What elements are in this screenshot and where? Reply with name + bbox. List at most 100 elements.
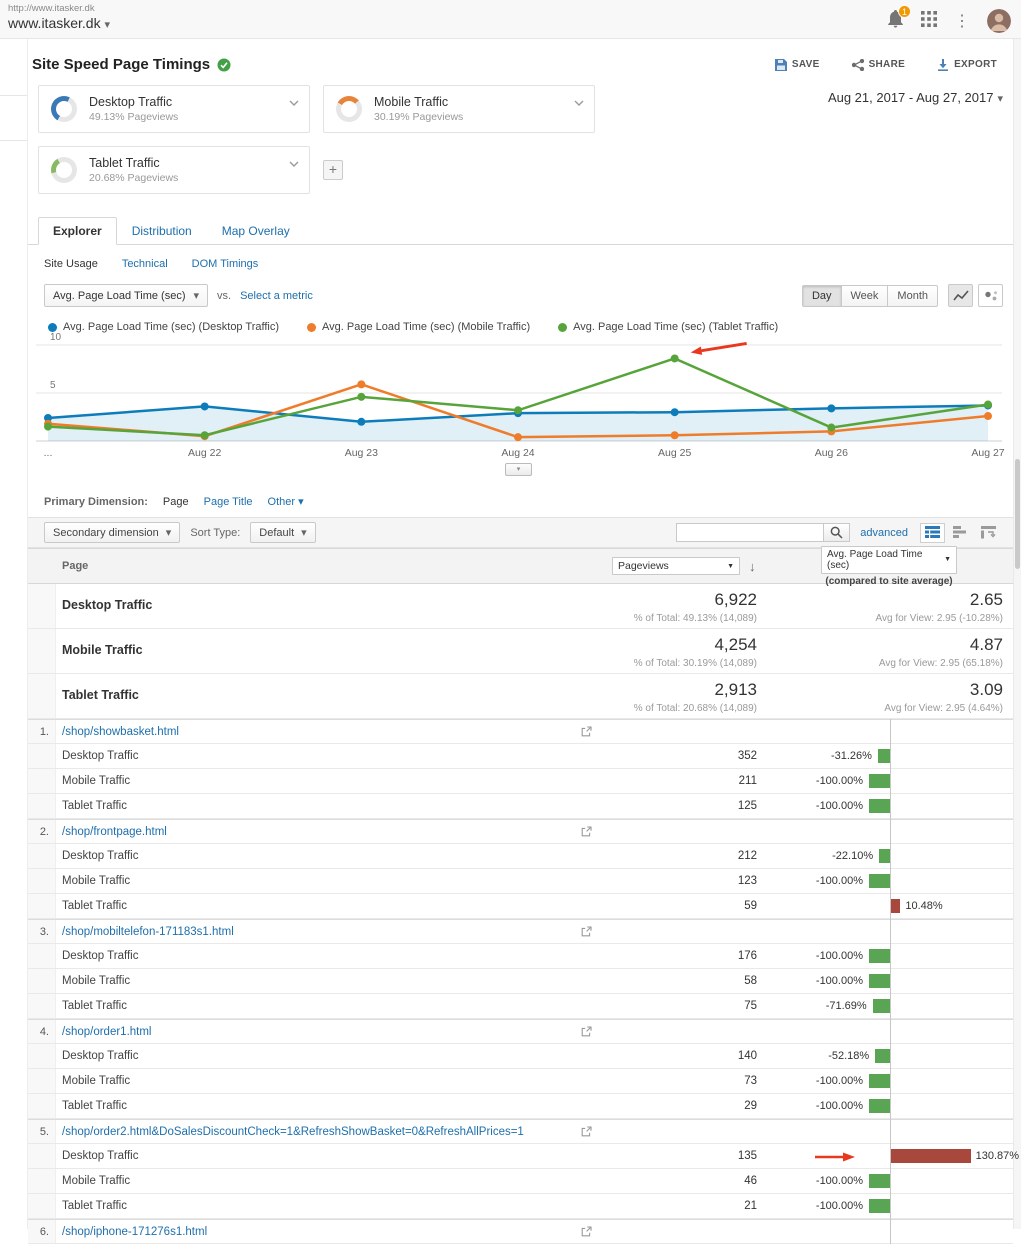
metric-percent: -100.00% [815,950,863,962]
export-button[interactable]: EXPORT [931,58,1003,72]
notifications-button[interactable]: 1 [887,5,911,31]
comparison-view-button[interactable] [948,523,973,543]
metric-note: Avg for View: 2.95 (-10.28%) [875,613,1003,624]
page-row: 5. /shop/order2.html&DoSalesDiscountChec… [28,1119,1013,1144]
pageviews-column-selector[interactable]: Pageviews ▼ [612,557,740,575]
chevron-down-icon[interactable] [574,95,584,109]
subtab-site-usage[interactable]: Site Usage [44,258,98,270]
avatar-image [987,8,1011,33]
motion-chart-toggle-button[interactable] [978,284,1003,307]
page-url-link[interactable]: /shop/order1.html [62,1025,152,1038]
metric-percent: -100.00% [815,800,863,812]
segment-card-mobile[interactable]: Mobile Traffic 30.19% Pageviews [323,85,595,133]
save-button[interactable]: SAVE [769,58,826,72]
open-in-new-icon[interactable] [581,1026,592,1037]
segment-row: Mobile Traffic 123 -100.00% [28,868,1013,894]
granularity-month-button[interactable]: Month [888,284,938,307]
tab-map-overlay[interactable]: Map Overlay [221,224,290,238]
page-url-link[interactable]: /shop/mobiltelefon-171183s1.html [62,925,234,938]
metric-dropdown[interactable]: Avg. Page Load Time (sec) ▾ [44,284,209,307]
select-metric-link[interactable]: Select a metric [240,289,313,302]
property-url: http://www.itasker.dk [8,3,95,14]
segment-subtitle: 49.13% Pageviews [89,111,179,123]
sort-type-button[interactable]: Default ▾ [250,522,316,543]
avatar[interactable] [987,8,1011,33]
metric-note: Avg for View: 2.95 (4.64%) [884,703,1003,714]
add-segment-button[interactable]: + [323,160,343,180]
tab-distribution[interactable]: Distribution [131,224,192,238]
topbar: http://www.itasker.dk www.itasker.dk ▾ 1… [0,0,1021,39]
page-url-link[interactable]: /shop/iphone-171276s1.html [62,1225,208,1238]
subtab-dom-timings[interactable]: DOM Timings [191,258,259,270]
open-in-new-icon[interactable] [581,826,592,837]
apps-grid-button[interactable] [921,11,937,30]
bar-axis [890,919,891,944]
advanced-search-link[interactable]: advanced [860,526,908,539]
share-button[interactable]: SHARE [846,58,912,72]
page-url-link[interactable]: /shop/showbasket.html [62,725,179,738]
sort-type-label: Sort Type: [190,526,241,539]
dimension-other[interactable]: Other ▾ [267,496,304,508]
open-in-new-icon[interactable] [581,926,592,937]
segment-card-desktop[interactable]: Desktop Traffic 49.13% Pageviews [38,85,310,133]
pageviews-value: 2,913 [714,680,757,699]
scrollbar-thumb[interactable] [1015,459,1020,569]
segment-label: Tablet Traffic [62,1200,127,1212]
chevron-down-icon[interactable] [289,156,299,170]
secondary-dimension-button[interactable]: Secondary dimension ▾ [44,522,181,543]
y-axis-label: 10 [50,332,62,343]
metric-percent: -71.69% [825,1000,867,1012]
row-index: 1. [39,726,49,738]
line-chart-icon [952,289,969,300]
sort-direction-icon[interactable]: ↓ [749,558,756,574]
summary-row-tablet[interactable]: Tablet Traffic 2,913 % of Total: 20.68% (… [28,674,1013,719]
page-scrollbar[interactable] [1013,39,1021,1229]
search-button[interactable] [824,523,851,542]
segment-label: Tablet Traffic [62,900,127,912]
legend-item-mobile: Avg. Page Load Time (sec) (Mobile Traffi… [307,321,530,333]
bar-axis [890,743,891,769]
open-in-new-icon[interactable] [581,726,592,737]
metric-percent: -100.00% [815,1075,863,1087]
report-header: Site Speed Page Timings SAVE SHARE EXPOR… [28,39,1013,85]
dimension-page[interactable]: Page [162,495,189,508]
table-view-button[interactable] [920,522,945,543]
metric-column-selector[interactable]: Avg. Page Load Time (sec) ▼ [821,545,957,574]
subtab-technical[interactable]: Technical [121,258,168,270]
timeline-handle[interactable]: ▾ [505,463,532,476]
segment-label: Desktop Traffic [62,950,139,962]
granularity-day-button[interactable]: Day [801,284,842,307]
summary-row-desktop[interactable]: Desktop Traffic 6,922 % of Total: 49.13% … [28,584,1013,629]
metric-bar [891,1149,971,1163]
metric-bar [869,799,890,813]
pageviews-value: 352 [737,750,757,762]
page-url-link[interactable]: /shop/frontpage.html [62,825,167,838]
bar-axis [890,843,891,869]
summary-row-mobile[interactable]: Mobile Traffic 4,254 % of Total: 30.19% (… [28,629,1013,674]
notification-badge: 1 [898,5,911,18]
tab-explorer[interactable]: Explorer [38,217,117,245]
more-options-button[interactable]: ⋮ [954,11,970,31]
search-input[interactable] [676,523,825,542]
metric-dropdown-label: Avg. Page Load Time (sec) [53,289,186,302]
segment-card-tablet[interactable]: Tablet Traffic 20.68% Pageviews [38,146,310,194]
metric-bar-cell: -100.00% [765,943,1013,969]
chart-canvas [36,341,1002,442]
account-selector[interactable]: www.itasker.dk ▾ [8,15,110,31]
chevron-down-icon: ▾ [997,93,1003,105]
page-url-link[interactable]: /shop/order2.html&DoSalesDiscountCheck=1… [62,1125,524,1138]
open-in-new-icon[interactable] [581,1126,592,1137]
chevron-down-icon[interactable] [289,95,299,109]
metric-bar [869,1174,890,1188]
pivot-view-button[interactable] [976,523,1001,543]
kebab-icon: ⋮ [954,12,970,30]
granularity-week-button[interactable]: Week [841,284,889,307]
pageviews-value: 123 [737,875,757,887]
page-row: 6. /shop/iphone-171276s1.html [28,1219,1013,1244]
granularity-toggle: Day Week Month [801,284,938,307]
open-in-new-icon[interactable] [581,1226,592,1237]
dimension-page-title[interactable]: Page Title [203,495,253,508]
date-range-selector[interactable]: Aug 21, 2017 - Aug 27, 2017 ▾ [828,90,1003,105]
line-chart-toggle-button[interactable] [948,284,973,307]
metric-bar [875,1049,890,1063]
